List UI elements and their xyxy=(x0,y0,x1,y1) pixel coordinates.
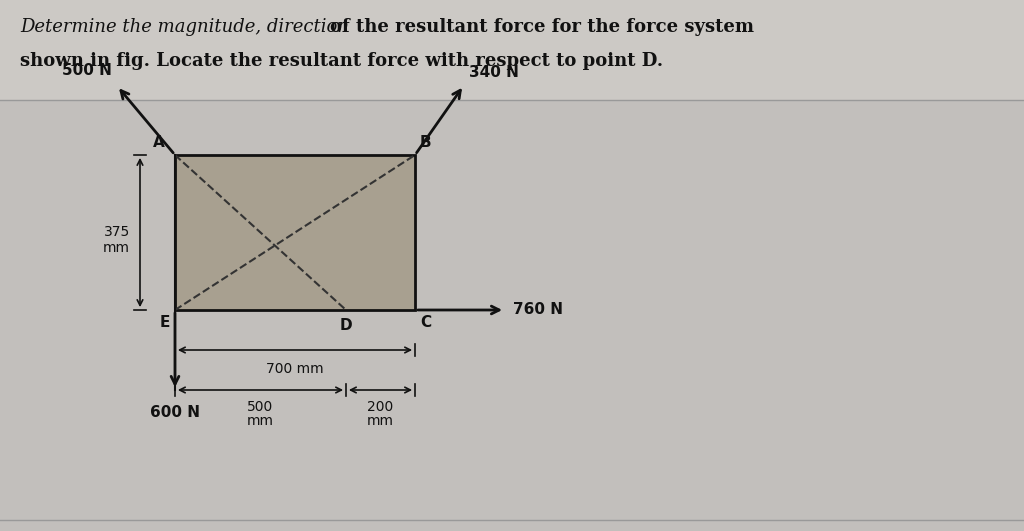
Text: C: C xyxy=(420,315,431,330)
Text: 500: 500 xyxy=(248,400,273,414)
Text: 340 N: 340 N xyxy=(469,65,518,80)
Text: shown in fig. Locate the resultant force with respect to point D.: shown in fig. Locate the resultant force… xyxy=(20,52,664,70)
Text: E: E xyxy=(160,315,170,330)
Bar xyxy=(0,0,1024,100)
Text: mm: mm xyxy=(247,414,274,428)
Text: A: A xyxy=(154,135,165,150)
Text: 500 N: 500 N xyxy=(62,63,113,78)
Text: of the resultant force for the force system: of the resultant force for the force sys… xyxy=(330,18,754,36)
Text: 600 N: 600 N xyxy=(150,405,200,420)
Text: 375: 375 xyxy=(103,226,130,239)
Text: mm: mm xyxy=(103,242,130,255)
Text: 760 N: 760 N xyxy=(513,303,563,318)
Text: D: D xyxy=(340,318,352,333)
Text: B: B xyxy=(420,135,432,150)
Text: Determine the magnitude, direction: Determine the magnitude, direction xyxy=(20,18,354,36)
Polygon shape xyxy=(175,155,415,310)
Text: 700 mm: 700 mm xyxy=(266,362,324,376)
Text: 200: 200 xyxy=(368,400,393,414)
Text: mm: mm xyxy=(367,414,394,428)
